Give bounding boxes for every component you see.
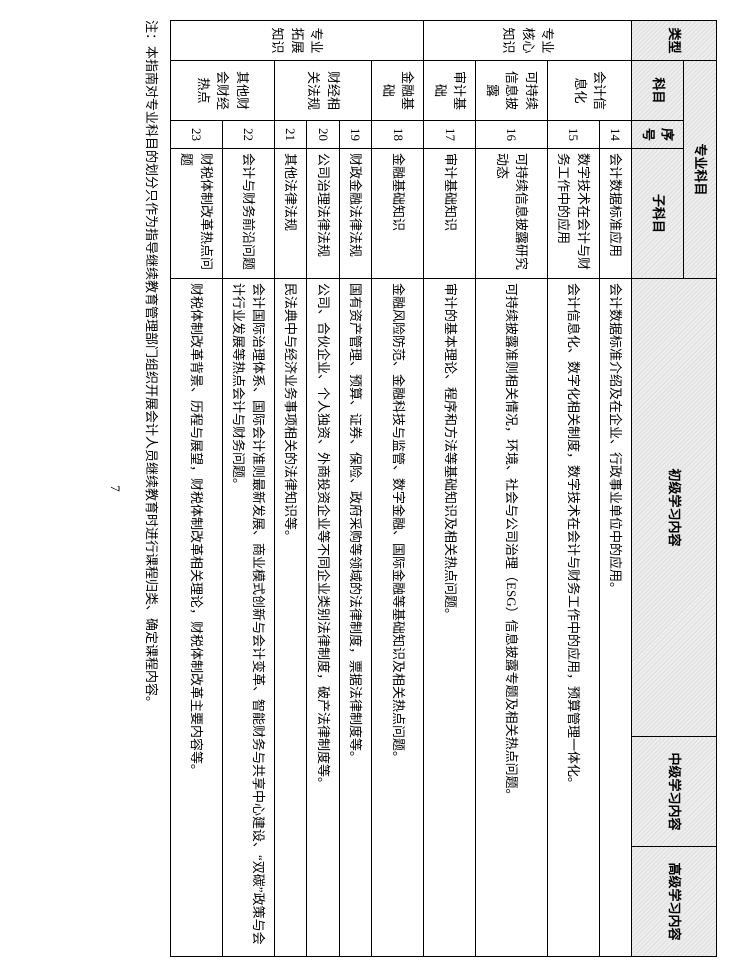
content-cell: 会计信息化、数字化相关制度，数字技术在会计与财务工作中的应用，预算管理一体化。 <box>548 279 600 957</box>
table-row: 专业拓展知识金融基础18金融基础知识金融风险防范、金融科技与监管、数字金融、国际… <box>372 21 424 957</box>
seq-cell: 18 <box>372 121 424 149</box>
seq-cell: 19 <box>340 121 373 149</box>
content-cell: 可持续披露准则相关情况，环境、社会与公司治理（ESG）信息披露专题及相关热点问题… <box>476 279 548 957</box>
content-cell: 审计的基本理论、程序和方法等基础知识及相关热点问题。 <box>424 279 476 957</box>
subject-cell: 金融基础 <box>372 61 424 121</box>
item-cell: 财政金融法律法规 <box>340 149 373 279</box>
table-row: 其他财会财经热点22会计与财务前沿问题会计国际治理体系、国际会计准则最新发展、商… <box>223 21 275 957</box>
item-cell: 公司治理法律法规 <box>307 149 340 279</box>
item-cell: 可持续信息披露研究动态 <box>476 149 548 279</box>
subject-cell: 其他财会财经热点 <box>171 61 275 121</box>
table-row: 15数字技术在会计与财务工作中的应用会计信息化、数字化相关制度，数字技术在会计与… <box>548 21 600 957</box>
table-row: 财经相关法规19财政金融法律法规国有资产管理、预算、证券、保险、政府采购等领域的… <box>340 21 373 957</box>
type-cell: 专业拓展知识 <box>171 21 425 61</box>
table-row: 21其他法律法规民法典中与经济业务事项相关的法律知识等。 <box>275 21 308 957</box>
item-cell: 会计数据标准应用 <box>600 149 633 279</box>
header-level3: 高级学习内容 <box>632 847 717 957</box>
seq-cell: 20 <box>307 121 340 149</box>
seq-cell: 17 <box>424 121 476 149</box>
item-cell: 其他法律法规 <box>275 149 308 279</box>
seq-cell: 21 <box>275 121 308 149</box>
content-cell: 民法典中与经济业务事项相关的法律知识等。 <box>275 279 308 957</box>
content-cell: 会计数据标准介绍及在企业、行政事业单位中的应用。 <box>600 279 633 957</box>
subject-cell: 审计基础 <box>424 61 476 121</box>
seq-cell: 14 <box>600 121 633 149</box>
item-cell: 数字技术在会计与财务工作中的应用 <box>548 149 600 279</box>
type-cell: 专业核心知识 <box>424 21 632 61</box>
header-level1: 初级学习内容 <box>632 279 717 737</box>
item-cell: 审计基础知识 <box>424 149 476 279</box>
item-cell: 金融基础知识 <box>372 149 424 279</box>
page-number: 7 <box>107 20 123 957</box>
header-item: 子科目 <box>632 149 684 279</box>
table-row: 23财税体制改革热点问题财税体制改革背景、历程与展望，财税体制改革相关理论，财税… <box>171 21 223 957</box>
subject-cell: 可持续信息披露 <box>476 61 548 121</box>
content-cell: 公司、合伙企业、个人独资、外商投资企业等不同企业类别法律制度，破产法律制度等。 <box>307 279 340 957</box>
seq-cell: 15 <box>548 121 600 149</box>
table-row: 可持续信息披露16可持续信息披露研究动态可持续披露准则相关情况，环境、社会与公司… <box>476 21 548 957</box>
seq-cell: 23 <box>171 121 223 149</box>
seq-cell: 22 <box>223 121 275 149</box>
header-type: 类型 <box>632 21 717 61</box>
seq-cell: 16 <box>476 121 548 149</box>
content-cell: 会计国际治理体系、国际会计准则最新发展、商业模式创新与会计变革、智能财务与共享中… <box>223 279 275 957</box>
table-row: 审计基础17审计基础知识审计的基本理论、程序和方法等基础知识及相关热点问题。 <box>424 21 476 957</box>
content-cell: 国有资产管理、预算、证券、保险、政府采购等领域的法律制度，票据法律制度等。 <box>340 279 373 957</box>
curriculum-table: 类型 专业科目 初级学习内容 中级学习内容 高级学习内容 科目 序号 子科目 专… <box>170 20 717 957</box>
content-cell: 财税体制改革背景、历程与展望，财税体制改革相关理论，财税体制改革主要内容等。 <box>171 279 223 957</box>
subject-cell: 会计信息化 <box>548 61 633 121</box>
item-cell: 财税体制改革热点问题 <box>171 149 223 279</box>
footnote: 注：本指南对专业科目的划分只作为指导继续教育管理部门组织开展会计人员继续教育时进… <box>143 20 162 957</box>
header-subject-group: 专业科目 <box>684 61 717 279</box>
header-seq: 序号 <box>632 121 684 149</box>
table-row: 20公司治理法律法规公司、合伙企业、个人独资、外商投资企业等不同企业类别法律制度… <box>307 21 340 957</box>
table-row: 专业核心知识会计信息化14会计数据标准应用会计数据标准介绍及在企业、行政事业单位… <box>600 21 633 957</box>
item-cell: 会计与财务前沿问题 <box>223 149 275 279</box>
header-level2: 中级学习内容 <box>632 737 717 847</box>
subject-cell: 财经相关法规 <box>275 61 373 121</box>
header-subject: 科目 <box>632 61 684 121</box>
content-cell: 金融风险防范、金融科技与监管、数字金融、国际金融等基础知识及相关热点问题。 <box>372 279 424 957</box>
